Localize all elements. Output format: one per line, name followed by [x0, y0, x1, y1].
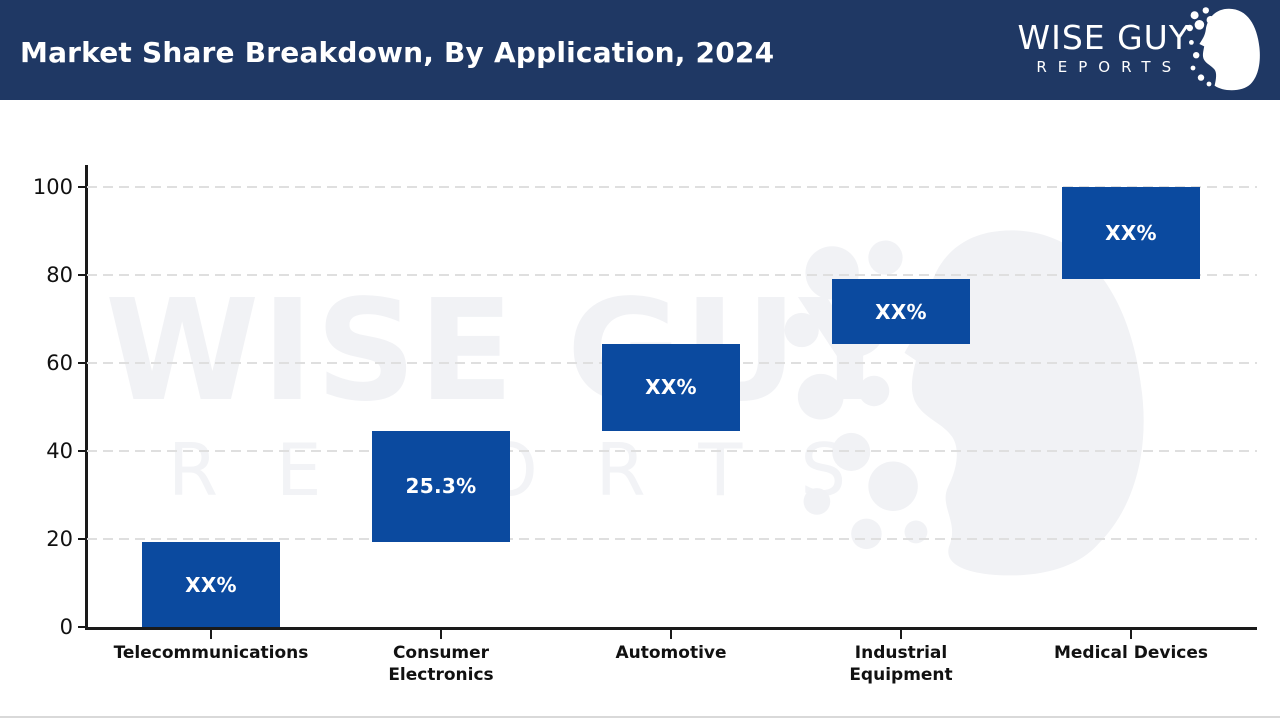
- x-tick-label-line: Consumer: [392, 643, 490, 663]
- bar-value-label: XX%: [1105, 220, 1157, 245]
- x-tick-label-line: Automotive: [615, 643, 727, 663]
- x-tick-label-line: Medical Devices: [1053, 643, 1208, 663]
- bar-value-label: 25.3%: [405, 474, 477, 499]
- x-axis-tick: [440, 630, 442, 639]
- bar-consumer-electronics: 25.3%: [372, 430, 510, 543]
- bottom-border: [0, 716, 1280, 718]
- y-axis-tick: [78, 186, 86, 188]
- x-tick-label-line: Industrial: [854, 643, 948, 663]
- x-tick-label: Industrial Equipment: [786, 642, 1016, 686]
- brand-subname: REPORTS: [1036, 58, 1183, 76]
- brand-name: WISE GUY: [1017, 18, 1190, 57]
- bar-automotive: XX%: [602, 344, 740, 431]
- bar-value-label: XX%: [875, 299, 927, 324]
- brand-logo-text: WISE GUY REPORTS: [1017, 18, 1190, 77]
- header-bar: Market Share Breakdown, By Application, …: [0, 0, 1280, 100]
- y-tick-label: 100: [32, 175, 73, 199]
- bar-medical-devices: XX%: [1062, 187, 1200, 279]
- bar-value-label: XX%: [645, 375, 697, 400]
- gridline: [87, 538, 1257, 540]
- x-tick-label-line: Equipment: [849, 665, 953, 685]
- brand-head-icon: [1186, 7, 1260, 91]
- gridline: [87, 186, 1257, 188]
- y-axis-line: [85, 165, 88, 630]
- x-axis-tick: [670, 630, 672, 639]
- bar-industrial-equipment: XX%: [832, 278, 970, 345]
- y-axis-tick: [78, 362, 86, 364]
- x-tick-label: Medical Devices: [1016, 642, 1246, 664]
- x-tick-label-line: Electronics: [388, 665, 494, 685]
- x-tick-label: Telecommunications: [96, 642, 326, 664]
- x-axis-tick: [900, 630, 902, 639]
- y-axis-tick: [78, 538, 86, 540]
- x-axis-tick: [1130, 630, 1132, 639]
- brand-logo: WISE GUY REPORTS: [1017, 4, 1266, 92]
- y-tick-label: 0: [59, 615, 73, 639]
- x-axis-tick: [210, 630, 212, 639]
- bar-value-label: XX%: [185, 572, 237, 597]
- gridline: [87, 274, 1257, 276]
- x-tick-label-line: Telecommunications: [113, 643, 309, 663]
- y-tick-label: 80: [46, 263, 73, 287]
- x-tick-label: Consumer Electronics: [326, 642, 556, 686]
- y-tick-label: 40: [46, 439, 73, 463]
- gridline: [87, 450, 1257, 452]
- bar-telecommunications: XX%: [142, 542, 280, 627]
- y-axis-tick: [78, 450, 86, 452]
- x-axis-line: [85, 627, 1257, 630]
- y-axis-tick: [78, 274, 86, 276]
- y-axis-tick: [78, 626, 86, 628]
- page-title: Market Share Breakdown, By Application, …: [20, 36, 775, 69]
- x-tick-label: Automotive: [556, 642, 786, 664]
- y-tick-label: 60: [46, 351, 73, 375]
- y-tick-label: 20: [46, 527, 73, 551]
